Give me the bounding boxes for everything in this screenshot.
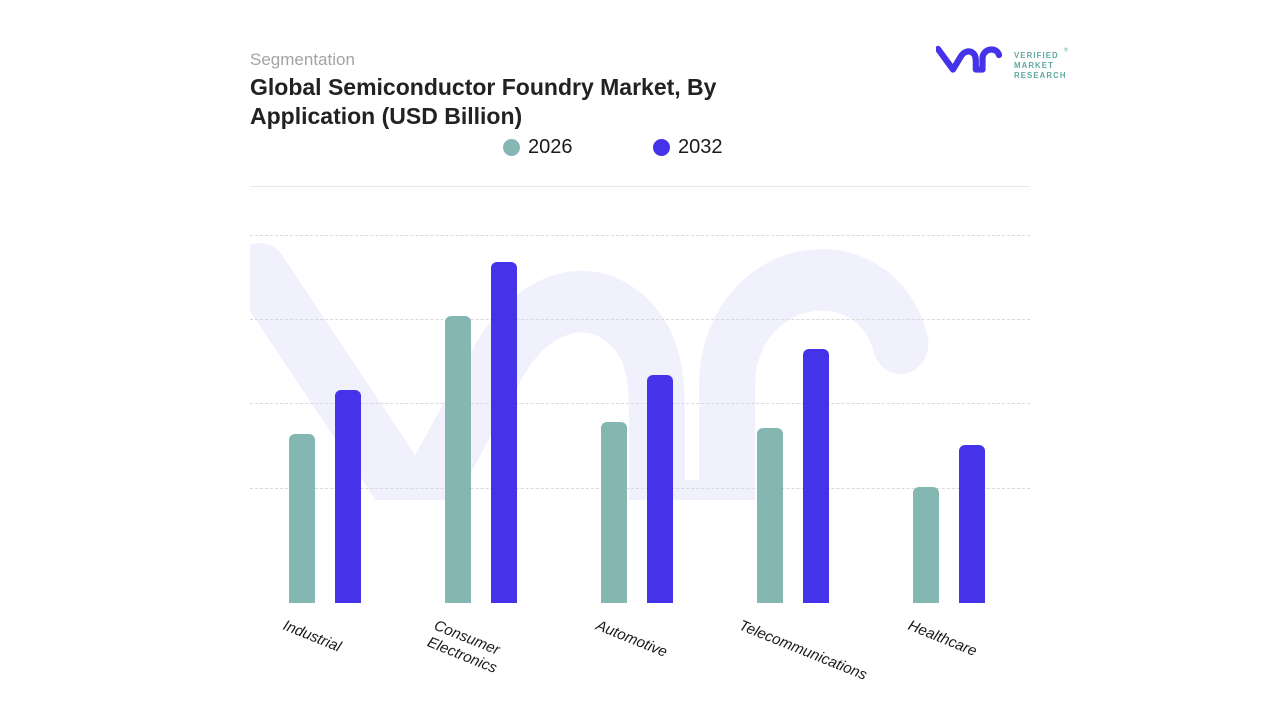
svg-text:RESEARCH: RESEARCH xyxy=(1014,71,1067,80)
svg-text:®: ® xyxy=(1064,47,1068,54)
svg-text:MARKET: MARKET xyxy=(1014,61,1054,70)
svg-text:VERIFIED: VERIFIED xyxy=(1014,51,1059,60)
